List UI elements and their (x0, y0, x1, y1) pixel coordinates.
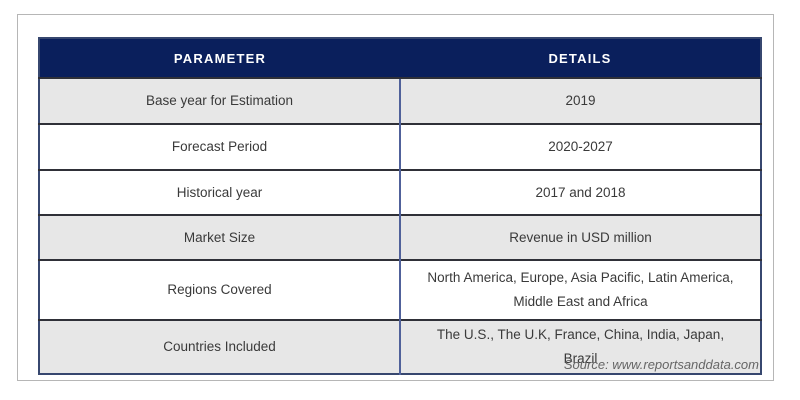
details-cell: Revenue in USD million (399, 214, 761, 260)
table-row: Base year for Estimation 2019 (39, 77, 761, 124)
details-cell: 2019 (399, 77, 761, 124)
parameter-cell: Countries Included (39, 319, 400, 374)
parameter-cell: Forecast Period (39, 123, 400, 170)
parameter-cell: Market Size (39, 214, 400, 260)
table-header-row: PARAMETER DETAILS (39, 38, 761, 79)
details-cell: 2017 and 2018 (399, 169, 761, 215)
column-header-details: DETAILS (400, 38, 761, 79)
table-row: Countries Included The U.S., The U.K, Fr… (39, 319, 761, 374)
parameter-cell: Regions Covered (39, 259, 400, 320)
report-parameters-table: PARAMETER DETAILS Base year for Estimati… (38, 37, 762, 375)
details-cell: 2020-2027 (399, 123, 761, 170)
table-row: Forecast Period 2020-2027 (39, 123, 761, 170)
table-row: Regions Covered North America, Europe, A… (39, 259, 761, 320)
table-row: Market Size Revenue in USD million (39, 214, 761, 260)
details-cell: North America, Europe, Asia Pacific, Lat… (399, 259, 761, 320)
parameter-cell: Historical year (39, 169, 400, 215)
parameter-cell: Base year for Estimation (39, 77, 400, 124)
report-scope-card: PARAMETER DETAILS Base year for Estimati… (17, 14, 774, 381)
details-cell: The U.S., The U.K, France, China, India,… (399, 319, 761, 374)
table-row: Historical year 2017 and 2018 (39, 169, 761, 215)
source-attribution: Source: www.reportsanddata.com (563, 357, 759, 372)
column-header-parameter: PARAMETER (39, 38, 400, 79)
